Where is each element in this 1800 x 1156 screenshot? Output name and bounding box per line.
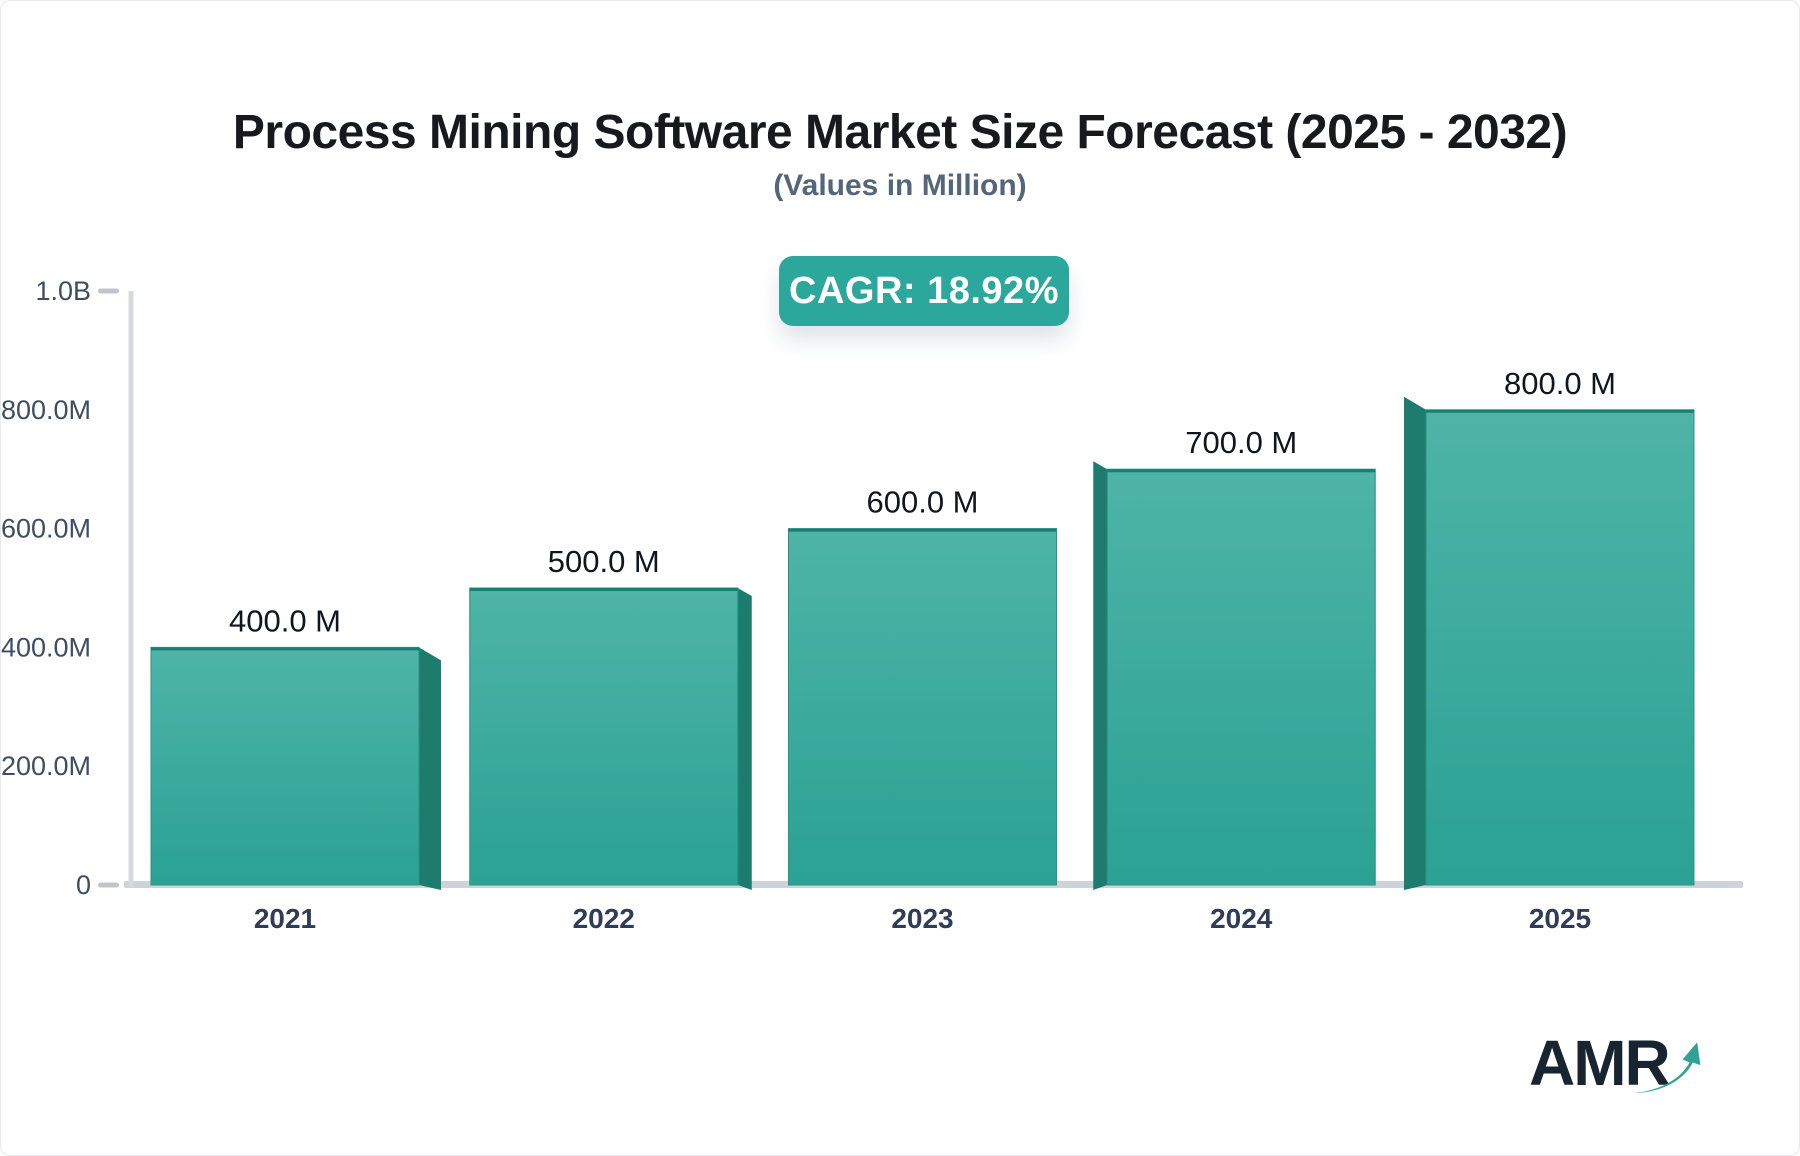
x-tick-label: 2024	[1210, 903, 1273, 934]
y-tick-label: 0	[76, 870, 91, 900]
bar-side-face	[419, 647, 441, 890]
bar-2021	[150, 646, 420, 886]
bar-side-face	[1093, 461, 1108, 890]
cagr-badge: CAGR: 18.92%	[779, 256, 1069, 326]
bar-2022	[469, 587, 739, 886]
y-tick-label: 400.0M	[1, 632, 91, 662]
growth-arrow-shape	[1635, 1042, 1701, 1094]
cagr-badge-label: CAGR: 18.92%	[789, 269, 1059, 312]
growth-arrow-icon	[1635, 1042, 1701, 1094]
y-axis-line	[128, 291, 134, 887]
bar-2023	[788, 528, 1057, 886]
bar-2024	[1106, 468, 1376, 886]
bar-value-label: 600.0 M	[866, 485, 978, 520]
y-tick-mark	[98, 288, 119, 294]
amr-logo-text: AMR	[1529, 1027, 1671, 1099]
x-tick-label: 2021	[254, 903, 316, 934]
bar-value-label: 800.0 M	[1504, 366, 1616, 401]
y-tick-label: 600.0M	[1, 514, 91, 544]
plot-area: 1.0B 800.0M 600.0M 400.0M 200.0M 0 400.0 M 2021…	[1, 276, 1743, 934]
x-tick-label: 2025	[1529, 903, 1591, 934]
bar-value-label: 500.0 M	[548, 544, 660, 579]
y-tick-label: 1.0B	[35, 276, 91, 306]
y-tick-label: 800.0M	[1, 395, 91, 425]
bar-value-label: 700.0 M	[1185, 425, 1297, 460]
bar-2025	[1425, 409, 1695, 886]
chart-subtitle: (Values in Million)	[773, 169, 1027, 202]
x-tick-label: 2022	[573, 903, 635, 934]
y-tick-label: 200.0M	[1, 751, 91, 781]
bar-value-label: 400.0 M	[229, 603, 341, 638]
y-tick-mark	[98, 882, 119, 888]
bar-side-face	[737, 588, 752, 890]
chart-title: Process Mining Software Market Size Fore…	[232, 106, 1568, 159]
bar-side-face	[1404, 396, 1426, 890]
amr-logo: AMR	[1529, 1027, 1719, 1113]
x-tick-label: 2023	[891, 903, 953, 934]
